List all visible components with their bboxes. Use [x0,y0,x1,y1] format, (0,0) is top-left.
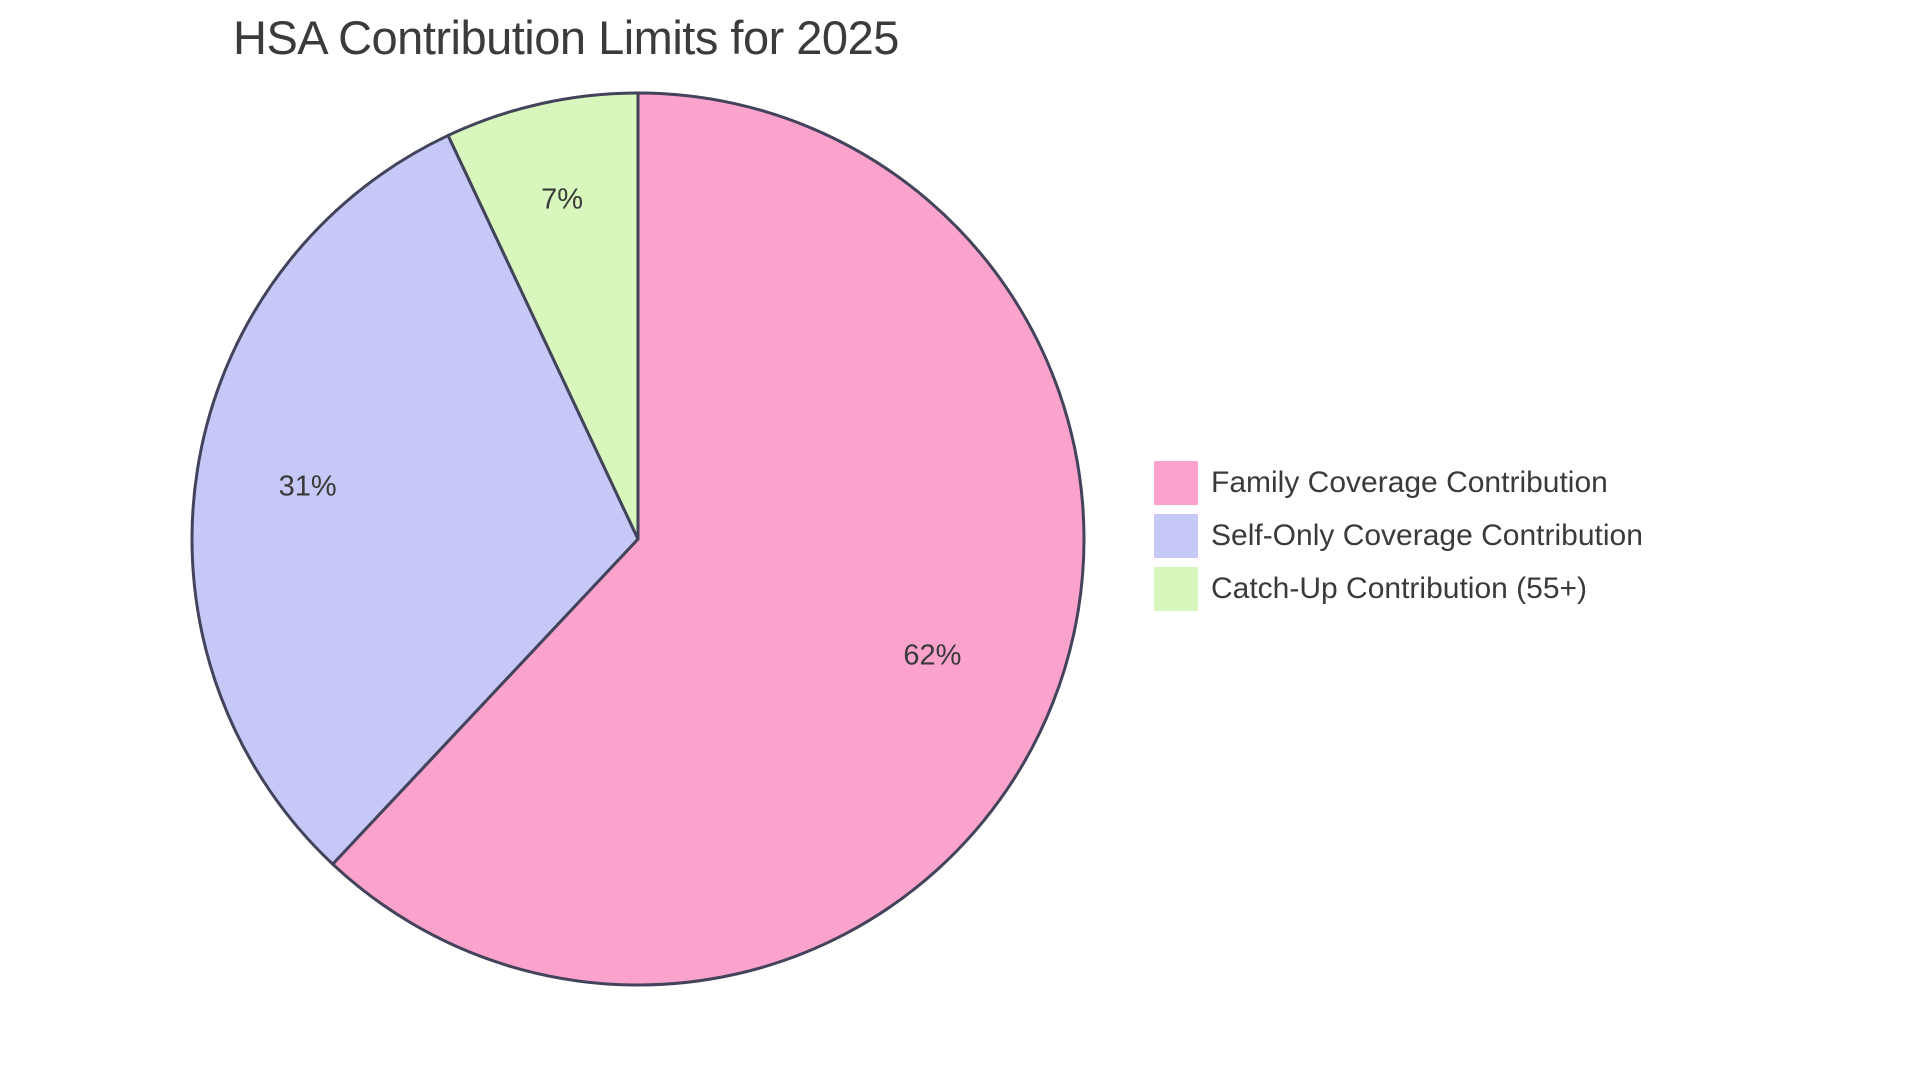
legend-label-self-only-coverage: Self-Only Coverage Contribution [1211,518,1643,552]
legend-swatch-catch-up [1154,566,1198,611]
legend-swatch-family-coverage [1154,460,1198,505]
slice-percentage-label-2: 7% [541,184,583,216]
pie-slice-0[interactable] [331,91,1086,987]
chart-title: HSA Contribution Limits for 2025 [233,11,899,64]
slice-percentage-label-0: 62% [903,640,961,672]
slice-percentage-label-1: 31% [279,471,337,503]
legend-label-catch-up: Catch-Up Contribution (55+) [1211,571,1588,605]
legend-item-family-coverage[interactable]: Family Coverage Contribution [1154,460,1643,505]
legend-label-family-coverage: Family Coverage Contribution [1211,465,1608,499]
pie-slice-2[interactable] [446,91,640,541]
pie-slices [190,91,1086,987]
legend-item-catch-up[interactable]: Catch-Up Contribution (55+) [1154,566,1643,611]
legend: Family Coverage Contribution Self-Only C… [1154,460,1643,619]
legend-item-self-only-coverage[interactable]: Self-Only Coverage Contribution [1154,513,1643,558]
pie-slice-labels: 62% 31% 7% [279,184,962,672]
legend-swatch-self-only-coverage [1154,513,1198,558]
pie-slice-1[interactable] [190,133,640,866]
